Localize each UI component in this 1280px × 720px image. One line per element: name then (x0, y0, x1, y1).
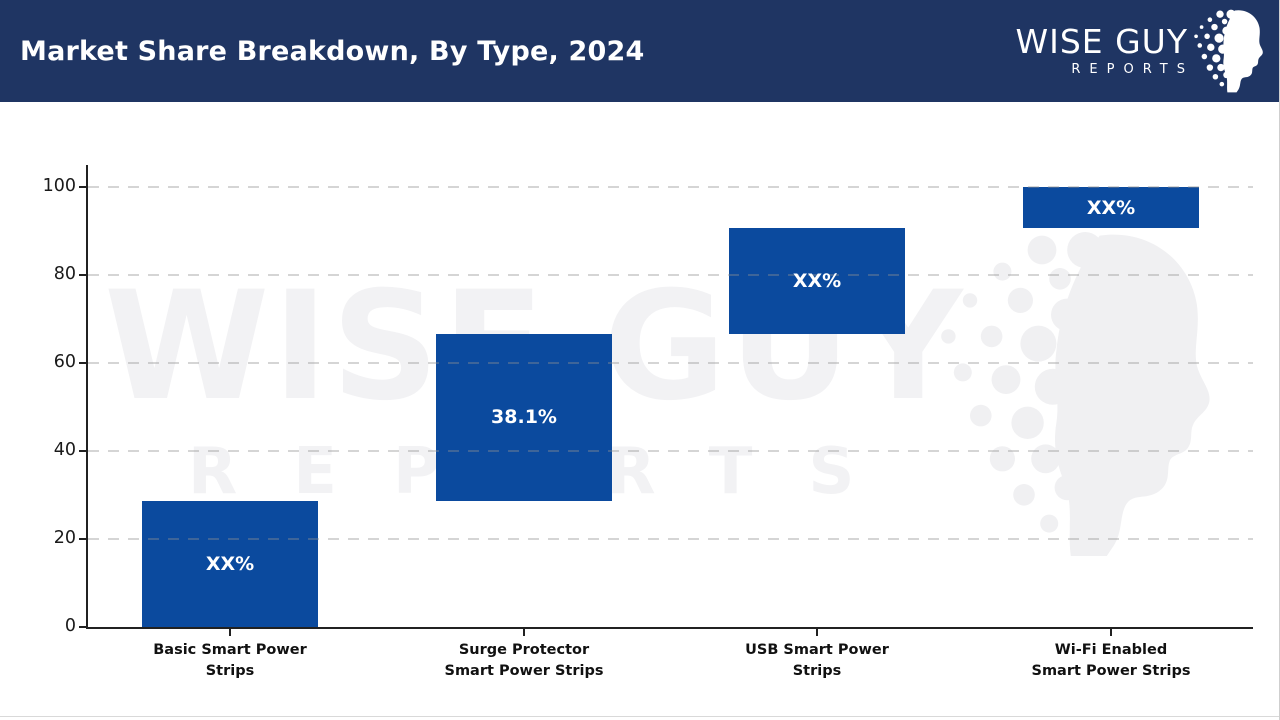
y-tickmark (79, 538, 86, 540)
gridline (88, 186, 1253, 188)
y-tickmark (79, 362, 86, 364)
bar-1 (142, 501, 318, 627)
x-tickmark (229, 629, 231, 636)
x-category-label: Basic Smart Power Strips (153, 642, 307, 680)
x-category-label: USB Smart Power Strips (745, 642, 889, 680)
header: Market Share Breakdown, By Type, 2024 WI… (0, 0, 1279, 102)
y-tick-label: 0 (64, 616, 76, 636)
logo-subtext: REPORTS (1071, 61, 1194, 77)
bar-value-label: XX% (1086, 196, 1136, 219)
x-category-label: Wi-Fi Enabled Smart Power Strips (1031, 642, 1191, 680)
bar-value-label: XX% (792, 269, 842, 292)
y-tickmark (79, 186, 86, 188)
gridline (88, 538, 1253, 540)
y-tick-label: 100 (42, 176, 76, 196)
y-axis-spine (86, 165, 88, 629)
x-tickmark (816, 629, 818, 636)
y-tickmark (79, 274, 86, 276)
y-tick-label: 60 (53, 352, 76, 372)
footer-divider (0, 716, 1279, 717)
gridline (88, 274, 1253, 276)
wise-guy-logo: WISE GUY REPORTS (1015, 8, 1266, 94)
logo-wordmark: WISE GUY (1015, 22, 1188, 62)
y-tickmark (79, 450, 86, 452)
bar-value-label: 38.1% (491, 406, 557, 429)
x-axis-spine (86, 627, 1253, 629)
bar-3 (729, 228, 905, 334)
x-tickmark (523, 629, 525, 636)
gridline (88, 362, 1253, 364)
watermark-head-icon (941, 232, 1210, 556)
y-tickmark (79, 626, 86, 628)
y-tick-label: 20 (53, 528, 76, 548)
page-title: Market Share Breakdown, By Type, 2024 (20, 35, 645, 67)
bar-value-label: XX% (205, 553, 255, 576)
y-tick-label: 40 (53, 440, 76, 460)
bar-2 (436, 333, 612, 502)
bar-4 (1023, 187, 1199, 229)
gridline (88, 450, 1253, 452)
x-category-label: Surge Protector Smart Power Strips (444, 642, 604, 680)
logo-text: WISE GUY REPORTS (1015, 25, 1188, 77)
x-tickmark (1110, 629, 1112, 636)
y-tick-label: 80 (53, 264, 76, 284)
